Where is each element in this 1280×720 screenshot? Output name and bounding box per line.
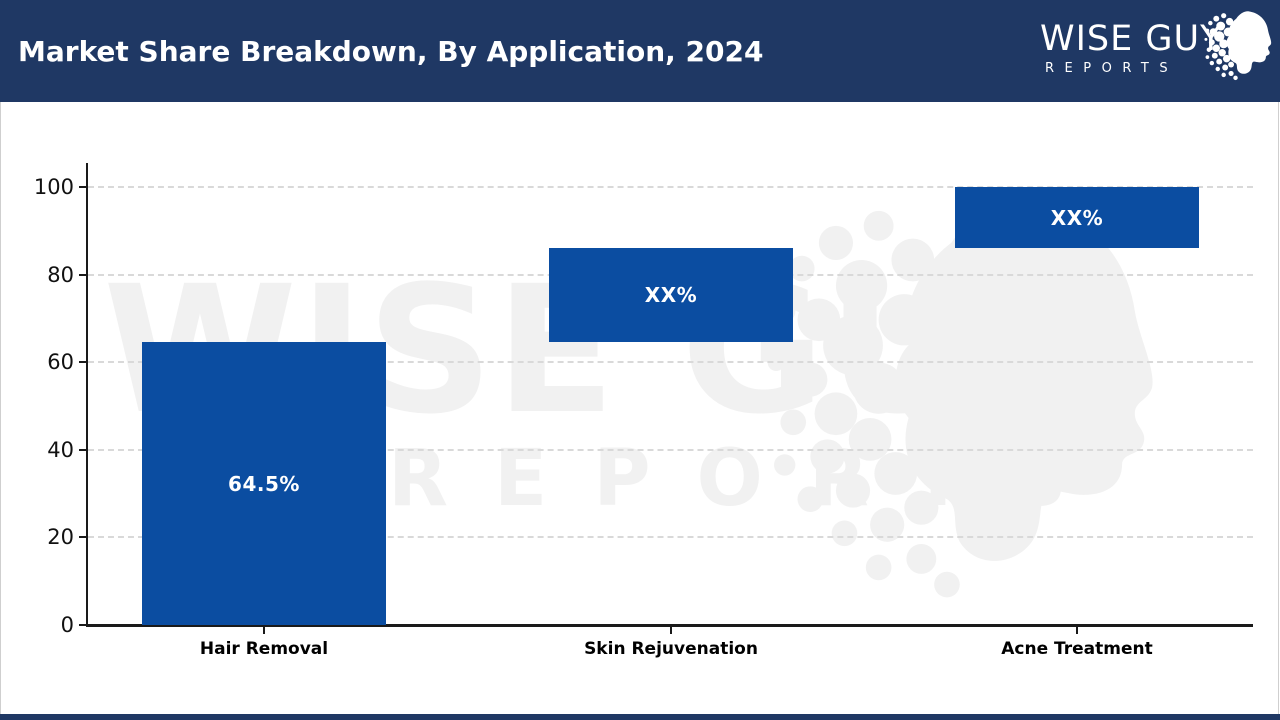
y-tick-label-100: 100 [33, 175, 74, 199]
x-tick-hair-removal [263, 627, 265, 634]
bar-value-label-skin-rejuvenation: XX% [644, 283, 698, 308]
page-title: Market Share Breakdown, By Application, … [18, 35, 764, 68]
y-tick-label-80: 80 [47, 262, 74, 287]
gridline-40 [88, 448, 1253, 451]
logo-head-icon [1204, 11, 1272, 81]
x-category-label-hair-removal: Hair Removal [199, 639, 329, 659]
y-tick-label-60: 60 [47, 350, 74, 375]
bar-skin-rejuvenation: XX% [549, 248, 793, 343]
logo-wiseguy-text: WISE GUY [1040, 19, 1223, 59]
x-axis-line [86, 624, 1253, 627]
left-border [0, 102, 1, 720]
y-tick-0 [79, 624, 86, 626]
bar-acne-treatment: XX% [955, 187, 1199, 249]
x-tick-acne-treatment [1076, 627, 1078, 634]
bar-value-label-hair-removal: 64.5% [228, 471, 300, 496]
y-tick-80 [79, 273, 86, 276]
y-tick-40 [79, 448, 86, 451]
footer-strip [0, 714, 1280, 720]
x-category-label-acne-treatment: Acne Treatment [1001, 639, 1153, 659]
gridline-60 [88, 361, 1253, 364]
y-tick-100 [79, 186, 86, 188]
right-border [1278, 102, 1279, 720]
y-tick-label-40: 40 [47, 437, 74, 462]
bar-value-label-acne-treatment: XX% [1050, 205, 1104, 230]
y-tick-60 [79, 361, 86, 364]
y-tick-label-20: 20 [47, 525, 74, 550]
gridline-20 [88, 536, 1253, 539]
bar-hair-removal: 64.5% [142, 342, 386, 625]
y-tick-label-0: 0 [60, 613, 74, 637]
logo-reports-text: REPORTS [1045, 61, 1179, 76]
x-tick-skin-rejuvenation [670, 627, 672, 634]
header: Market Share Breakdown, By Application, … [0, 0, 1280, 102]
x-category-label-skin-rejuvenation: Skin Rejuvenation [584, 639, 758, 659]
y-tick-20 [79, 536, 86, 539]
y-axis-line [86, 163, 88, 625]
gridline-100 [88, 186, 1253, 188]
